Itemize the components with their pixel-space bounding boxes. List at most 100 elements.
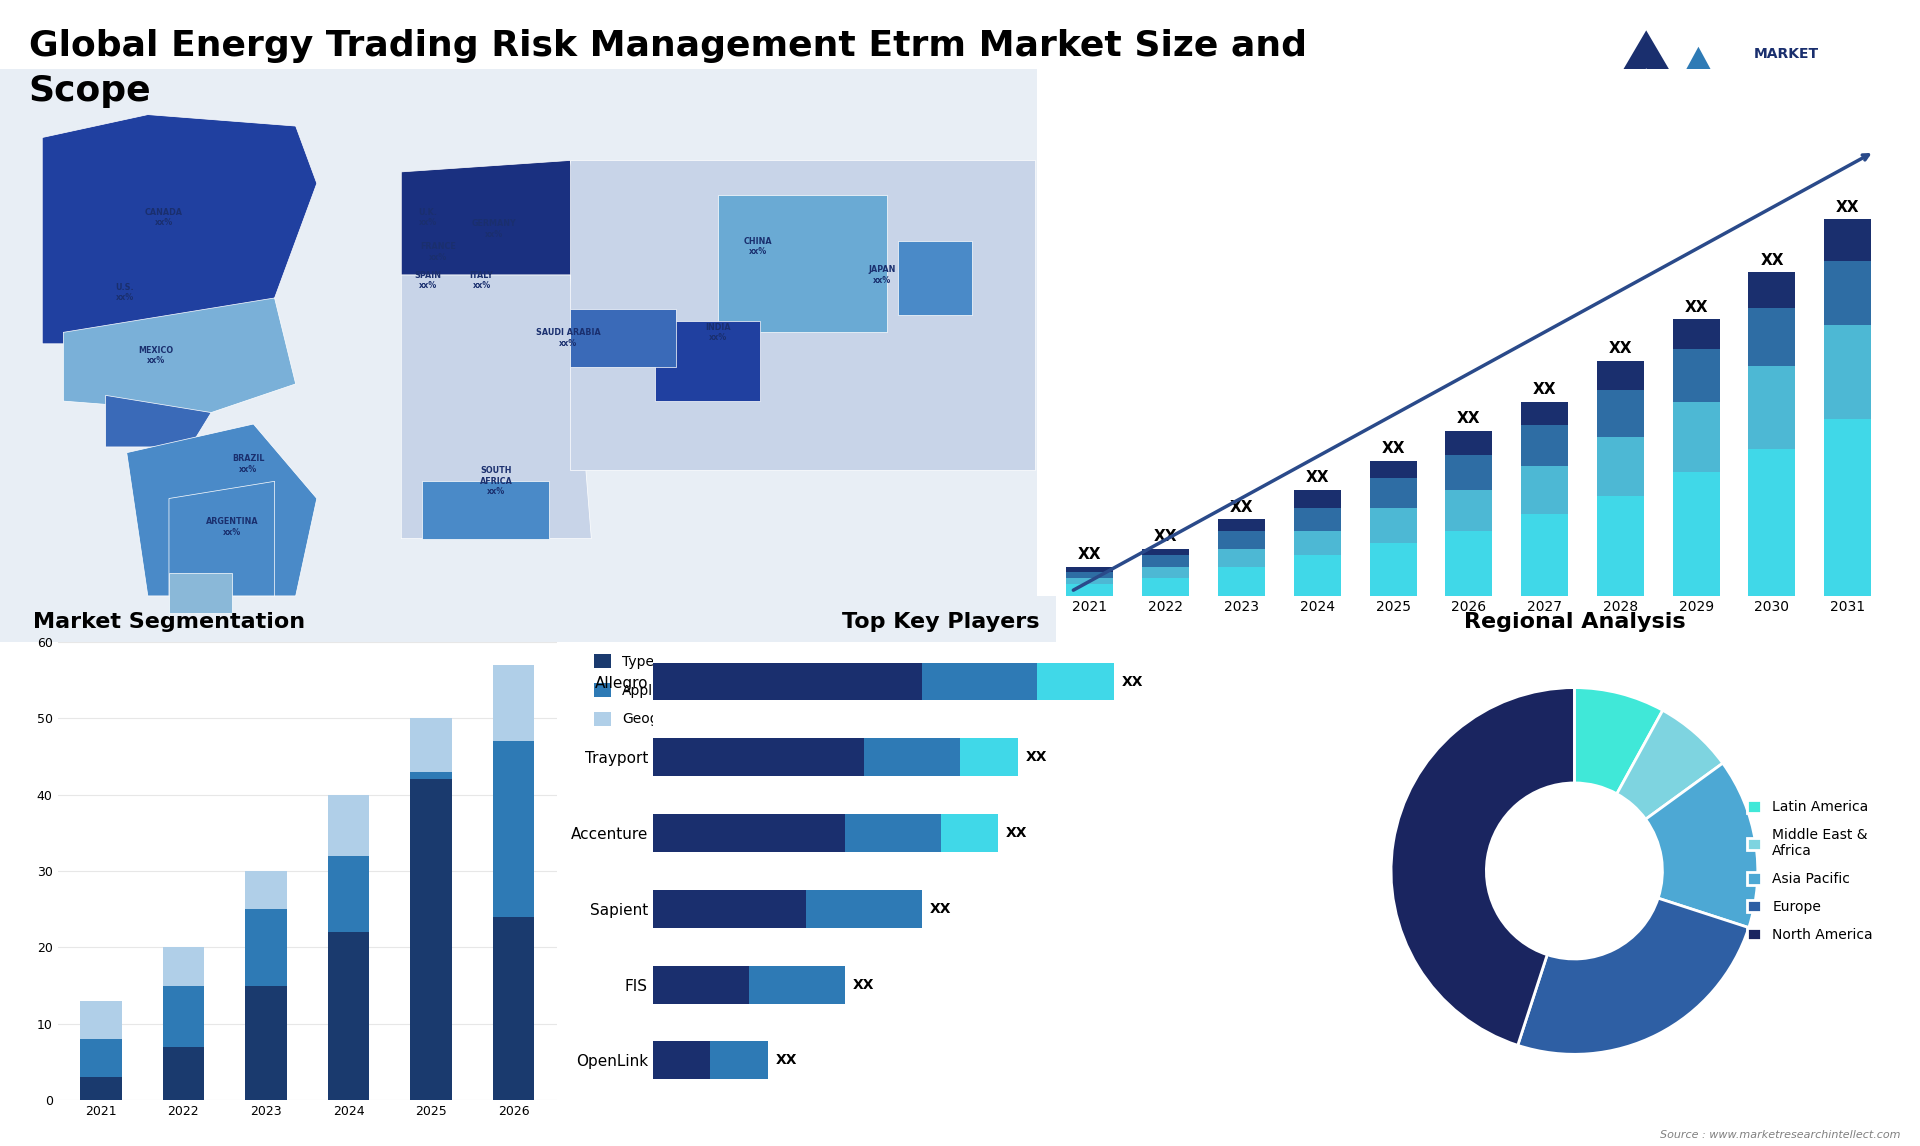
Bar	[1749, 273, 1795, 307]
Text: INDIA
xx%: INDIA xx%	[705, 323, 732, 342]
Bar	[1294, 532, 1340, 555]
Wedge shape	[1517, 898, 1749, 1054]
Bar	[1446, 455, 1492, 490]
Text: XX: XX	[1761, 252, 1784, 268]
Bar	[922, 662, 1037, 700]
Bar	[81, 1077, 121, 1100]
Text: SPAIN
xx%: SPAIN xx%	[415, 272, 442, 290]
Bar	[1749, 449, 1795, 596]
Text: XX: XX	[1006, 826, 1027, 840]
Polygon shape	[899, 241, 972, 315]
Bar	[1824, 325, 1872, 419]
Text: INTELLECT: INTELLECT	[1753, 115, 1837, 128]
Bar	[941, 814, 998, 851]
Text: Market Segmentation: Market Segmentation	[33, 612, 305, 631]
Bar	[1749, 367, 1795, 449]
Title: Regional Analysis: Regional Analysis	[1463, 612, 1686, 631]
Bar	[1672, 402, 1720, 472]
Bar	[163, 948, 204, 986]
Text: Scope: Scope	[29, 74, 152, 109]
Bar	[411, 719, 451, 771]
Text: SOUTH
AFRICA
xx%: SOUTH AFRICA xx%	[480, 466, 513, 496]
Bar	[1749, 307, 1795, 367]
Bar	[1217, 566, 1265, 596]
Bar	[493, 741, 534, 917]
Bar	[1066, 584, 1114, 596]
Bar	[1446, 532, 1492, 596]
Text: XX: XX	[1154, 529, 1177, 544]
Bar	[845, 814, 941, 851]
Bar	[1597, 361, 1644, 390]
Polygon shape	[401, 275, 591, 539]
Text: U.K.
xx%: U.K. xx%	[419, 209, 438, 227]
Bar	[1521, 466, 1569, 513]
Text: XX: XX	[776, 1053, 797, 1067]
Polygon shape	[1590, 31, 1701, 125]
Wedge shape	[1617, 711, 1722, 819]
Text: SAUDI ARABIA
xx%: SAUDI ARABIA xx%	[536, 329, 601, 347]
Bar	[653, 814, 845, 851]
Bar	[246, 986, 286, 1100]
Bar	[81, 1039, 121, 1077]
Wedge shape	[1645, 763, 1757, 927]
Bar	[1142, 566, 1188, 579]
Bar	[1217, 519, 1265, 532]
Bar	[1369, 461, 1417, 478]
Bar	[1446, 490, 1492, 532]
Bar	[653, 966, 749, 1004]
Text: U.S.
xx%: U.S. xx%	[115, 283, 134, 301]
Polygon shape	[718, 195, 887, 332]
Polygon shape	[1613, 68, 1678, 125]
Bar	[1824, 260, 1872, 325]
Bar	[1066, 566, 1114, 572]
Polygon shape	[655, 321, 760, 401]
Bar	[411, 779, 451, 1100]
Text: XX: XX	[1684, 300, 1709, 315]
Bar	[328, 932, 369, 1100]
Wedge shape	[1574, 688, 1663, 794]
Bar	[1672, 348, 1720, 402]
Bar	[328, 856, 369, 932]
Text: XX: XX	[1457, 411, 1480, 426]
Polygon shape	[42, 115, 317, 344]
Bar	[1217, 549, 1265, 566]
Bar	[1446, 431, 1492, 455]
Text: MEXICO
xx%: MEXICO xx%	[138, 346, 175, 364]
Text: RESEARCH: RESEARCH	[1753, 81, 1837, 95]
Polygon shape	[1655, 47, 1741, 125]
Bar	[493, 917, 534, 1100]
Polygon shape	[422, 481, 549, 539]
Polygon shape	[63, 298, 296, 413]
Text: CANADA
xx%: CANADA xx%	[144, 209, 182, 227]
Bar	[1824, 219, 1872, 260]
Bar	[328, 794, 369, 856]
Bar	[163, 1046, 204, 1100]
Text: CHINA
xx%: CHINA xx%	[743, 237, 772, 256]
Bar	[1672, 320, 1720, 348]
Bar	[653, 738, 864, 776]
Text: FRANCE
xx%: FRANCE xx%	[420, 243, 457, 261]
Bar	[1369, 508, 1417, 543]
Text: Source : www.marketresearchintellect.com: Source : www.marketresearchintellect.com	[1661, 1130, 1901, 1140]
Text: XX: XX	[1609, 340, 1632, 356]
Bar	[710, 1042, 768, 1080]
Bar	[960, 738, 1018, 776]
Bar	[1142, 549, 1188, 555]
Bar	[1066, 579, 1114, 584]
Text: XX: XX	[1380, 441, 1405, 456]
Bar	[1294, 508, 1340, 532]
Bar	[653, 1042, 710, 1080]
Text: XX: XX	[1836, 199, 1859, 214]
Bar	[1597, 496, 1644, 596]
Polygon shape	[169, 481, 275, 596]
Bar	[806, 890, 922, 928]
Bar	[246, 909, 286, 986]
Text: ITALY
xx%: ITALY xx%	[470, 272, 493, 290]
Text: XX: XX	[1079, 547, 1102, 562]
Text: JAPAN
xx%: JAPAN xx%	[868, 266, 895, 284]
Bar	[163, 986, 204, 1046]
Bar	[1142, 579, 1188, 596]
Bar	[1824, 419, 1872, 596]
Legend: Type, Application, Geography: Type, Application, Geography	[589, 649, 705, 732]
Text: MARKET: MARKET	[1753, 47, 1818, 61]
